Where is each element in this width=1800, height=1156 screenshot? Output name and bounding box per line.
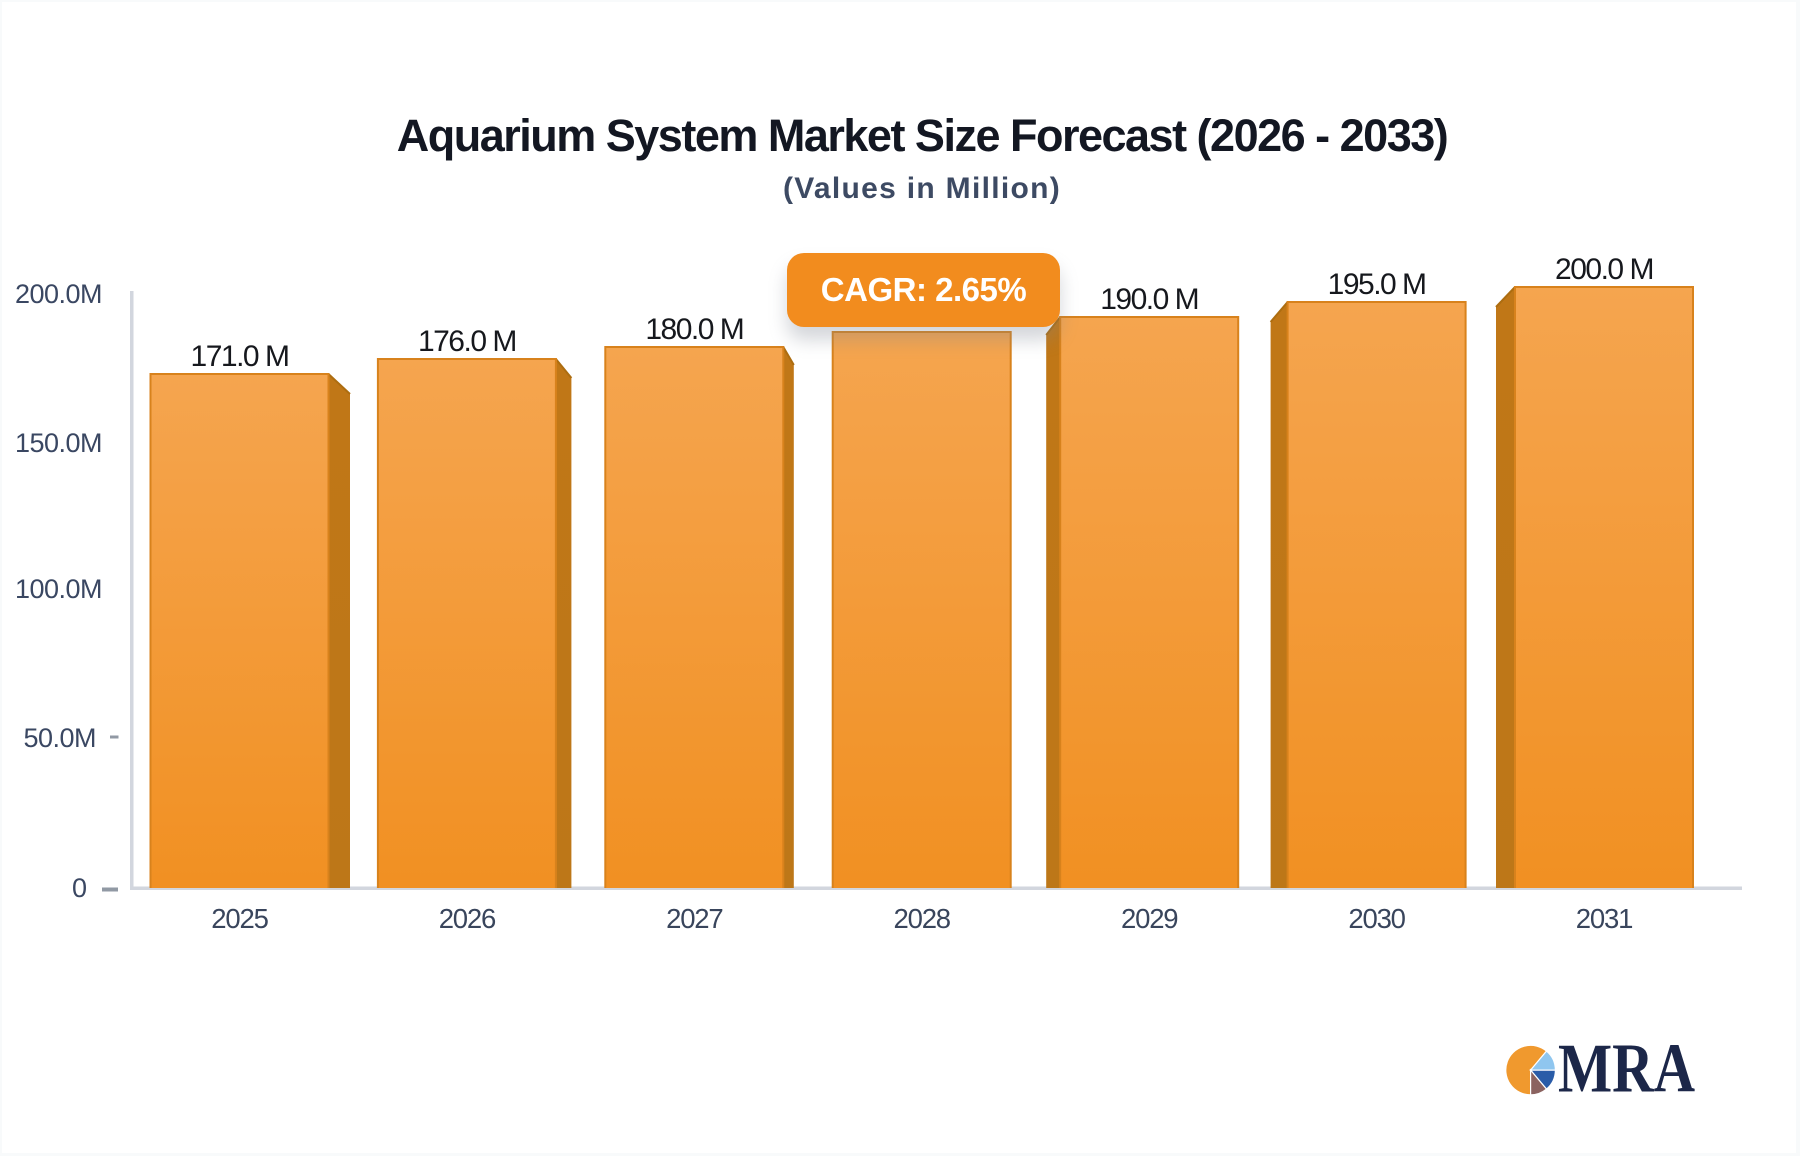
svg-text:171.0 M: 171.0 M <box>191 340 289 373</box>
svg-text:2031: 2031 <box>1576 903 1632 934</box>
svg-text:2026: 2026 <box>439 903 496 934</box>
svg-text:2030: 2030 <box>1348 903 1405 934</box>
svg-text:(Values in Million): (Values in Million) <box>783 172 1061 205</box>
svg-text:200.0M: 200.0M <box>15 279 102 309</box>
svg-text:100.0M: 100.0M <box>15 574 102 604</box>
svg-text:2027: 2027 <box>666 903 722 934</box>
svg-text:176.0 M: 176.0 M <box>418 325 516 358</box>
svg-text:150.0M: 150.0M <box>15 428 102 458</box>
svg-text:180.0 M: 180.0 M <box>645 313 743 346</box>
svg-text:50.0M: 50.0M <box>23 723 96 753</box>
svg-text:195.0 M: 195.0 M <box>1328 268 1426 301</box>
svg-text:190.0 M: 190.0 M <box>1100 283 1198 316</box>
svg-text:MRA: MRA <box>1558 1029 1695 1107</box>
svg-text:2025: 2025 <box>211 903 268 934</box>
svg-text:200.0 M: 200.0 M <box>1555 253 1653 286</box>
svg-text:0: 0 <box>72 873 87 903</box>
svg-text:2028: 2028 <box>894 903 951 934</box>
svg-text:Aquarium System Market Size Fo: Aquarium System Market Size Forecast (20… <box>397 110 1447 161</box>
svg-text:2029: 2029 <box>1121 903 1177 934</box>
